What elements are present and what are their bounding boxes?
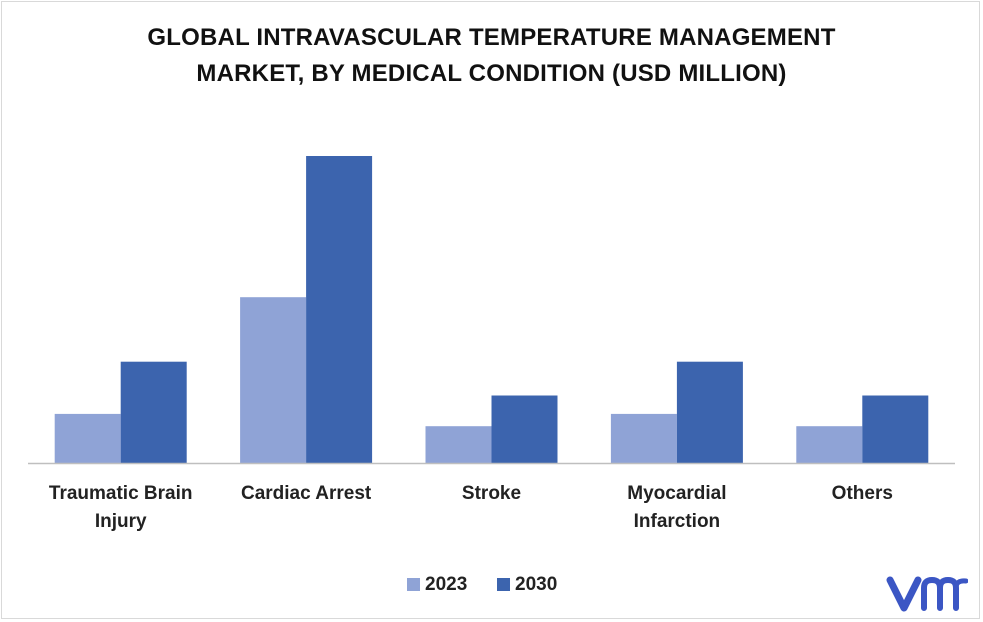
bar-2023-cat-1 [240,297,307,463]
bar-2030-cat-3 [676,361,743,463]
x-tick-label: Traumatic Brain Injury [49,483,193,532]
bar-2023-cat-0 [54,413,121,463]
chart-title-line-2: MARKET, BY MEDICAL CONDITION (USD MILLIO… [196,60,787,87]
bar-2030-cat-1 [306,156,373,463]
x-tick-label: Myocardial Infarction [627,483,726,532]
legend-swatch-2023 [407,578,420,591]
chart-title: GLOBAL INTRAVASCULAR TEMPERATURE MANAGEM… [0,20,983,92]
bar-2023-cat-4 [796,426,863,463]
chart-title-line-1: GLOBAL INTRAVASCULAR TEMPERATURE MANAGEM… [147,24,836,51]
x-tick-label: Stroke [462,483,521,504]
bar-2023-cat-2 [425,426,492,463]
legend-swatch-2030 [497,578,510,591]
bar-2023-cat-3 [610,413,677,463]
bar-2030-cat-0 [120,361,187,463]
vmr-logo-icon [886,576,968,612]
x-tick-label: Cardiac Arrest [241,483,372,504]
legend-label-2023: 2023 [425,574,467,595]
legend-label-2030: 2030 [515,574,557,595]
bar-2030-cat-2 [491,395,558,463]
x-tick-label: Others [832,483,893,504]
bar-2030-cat-4 [862,395,929,463]
